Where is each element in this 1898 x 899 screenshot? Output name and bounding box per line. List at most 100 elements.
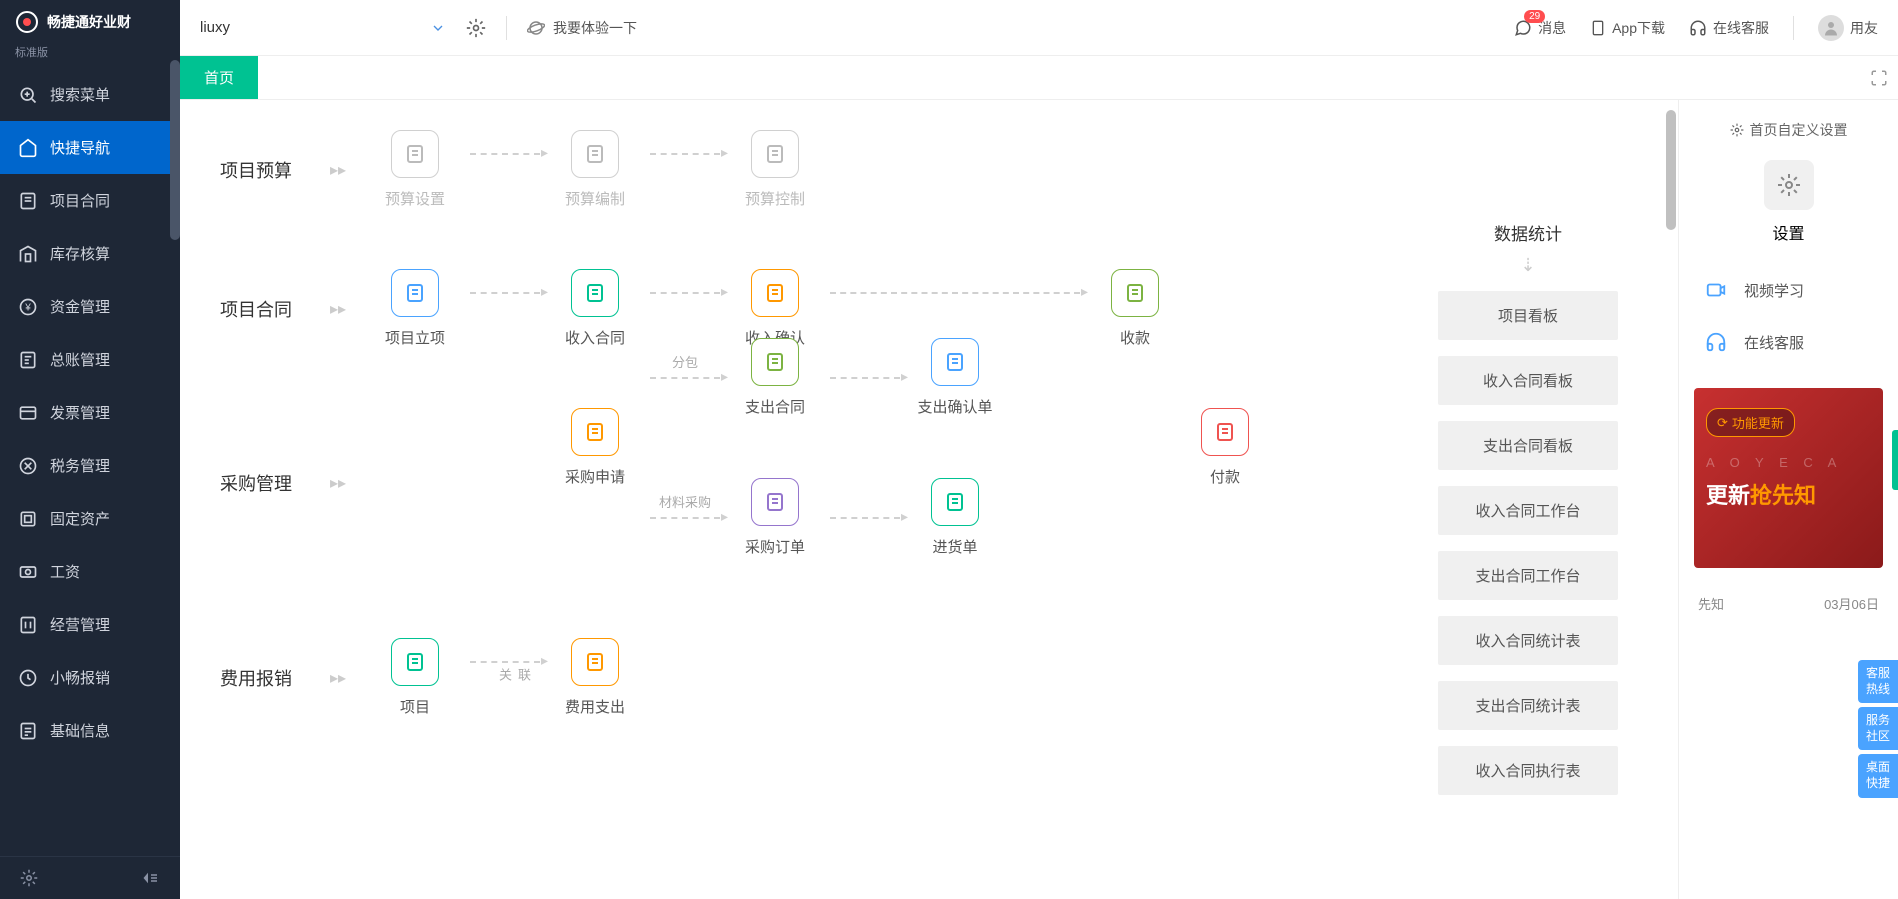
- flow-node[interactable]: 项目: [370, 638, 460, 717]
- gear-icon: [1730, 123, 1744, 137]
- sidebar-item-12[interactable]: 基础信息: [0, 704, 180, 757]
- sidebar-item-label: 工资: [50, 561, 80, 582]
- flow-node[interactable]: 预算控制: [730, 130, 820, 209]
- sidebar-item-label: 项目合同: [50, 190, 110, 211]
- doc-icon: [18, 191, 38, 211]
- settings-header: 首页自定义设置: [1694, 120, 1883, 140]
- tab-home[interactable]: 首页: [180, 56, 258, 99]
- flow-node[interactable]: 收款: [1090, 269, 1180, 348]
- sidebar-scrollbar[interactable]: [170, 60, 180, 240]
- asset-icon: [18, 509, 38, 529]
- arrow-icon: ▸▸: [330, 160, 350, 180]
- brand-header: 畅捷通好业财: [0, 0, 180, 44]
- stats-button[interactable]: 收入合同执行表: [1438, 746, 1618, 795]
- node-label: 项目立项: [385, 327, 445, 348]
- settings-title: 首页自定义设置: [1750, 120, 1848, 140]
- float-button[interactable]: 桌面快捷: [1858, 754, 1898, 797]
- sidebar-item-5[interactable]: 总账管理: [0, 333, 180, 386]
- flow-connector: 分包: [640, 354, 730, 402]
- stats-button[interactable]: 支出合同统计表: [1438, 681, 1618, 730]
- sidebar-item-label: 发票管理: [50, 402, 110, 423]
- settings-icon[interactable]: [466, 18, 486, 38]
- support-button[interactable]: 在线客服: [1689, 18, 1769, 38]
- node-label: 预算设置: [385, 188, 445, 209]
- stats-button[interactable]: 收入合同统计表: [1438, 616, 1618, 665]
- content-wrapper: 项目预算 ▸▸ 预算设置 预算编制 预算控制 项目合同 ▸▸ 项目立项 收入合同…: [180, 100, 1898, 899]
- sidebar-item-label: 税务管理: [50, 455, 110, 476]
- promo-button: ⟳ 功能更新: [1706, 408, 1795, 437]
- stats-button[interactable]: 支出合同看板: [1438, 421, 1618, 470]
- arrow-icon: ▸▸: [330, 668, 350, 688]
- settings-box[interactable]: 设置: [1694, 160, 1883, 244]
- sidebar-item-9[interactable]: 工资: [0, 545, 180, 598]
- sidebar-item-1[interactable]: 快捷导航: [0, 121, 180, 174]
- user-dropdown[interactable]: liuxy: [200, 19, 446, 36]
- stats-button[interactable]: 项目看板: [1438, 291, 1618, 340]
- sidebar-item-6[interactable]: 发票管理: [0, 386, 180, 439]
- sidebar-item-label: 经营管理: [50, 614, 110, 635]
- flow-node[interactable]: 预算设置: [370, 130, 460, 209]
- gear-icon[interactable]: [20, 869, 38, 887]
- collapse-icon[interactable]: [142, 869, 160, 887]
- divider: [506, 16, 507, 40]
- sidebar-item-4[interactable]: ¥资金管理: [0, 280, 180, 333]
- phone-icon: [1590, 19, 1606, 37]
- app-download-button[interactable]: App下载: [1590, 18, 1665, 38]
- right-action[interactable]: 在线客服: [1694, 316, 1883, 368]
- expand-icon[interactable]: [1870, 69, 1888, 87]
- flow-node[interactable]: 支出合同: [730, 338, 820, 417]
- right-action-label: 视频学习: [1744, 280, 1804, 301]
- tabbar: 首页: [180, 56, 1898, 100]
- flow-node[interactable]: 收入合同: [550, 269, 640, 348]
- flow-node[interactable]: 支出确认单: [910, 338, 1000, 417]
- flow-node[interactable]: 采购订单: [730, 478, 820, 557]
- topbar: liuxy 我要体验一下 29 消息: [180, 0, 1898, 56]
- node-icon: [1201, 408, 1249, 456]
- sidebar-footer: [0, 856, 180, 899]
- right-action[interactable]: 视频学习: [1694, 264, 1883, 316]
- user-profile[interactable]: 用友: [1818, 15, 1878, 41]
- try-section[interactable]: 我要体验一下: [527, 18, 637, 38]
- brand-edition: 标准版: [0, 44, 180, 68]
- sidebar-item-0[interactable]: 搜索菜单: [0, 68, 180, 121]
- tax-icon: [18, 456, 38, 476]
- node-label: 采购订单: [745, 536, 805, 557]
- sidebar-item-7[interactable]: 税务管理: [0, 439, 180, 492]
- flow-node[interactable]: 进货单: [910, 478, 1000, 557]
- stats-button[interactable]: 收入合同工作台: [1438, 486, 1618, 535]
- promo-banner[interactable]: ⟳ 功能更新 A O Y E C A 更新抢先知: [1694, 388, 1883, 568]
- refresh-icon: ⟳: [1717, 415, 1728, 431]
- brand-name: 畅捷通好业财: [47, 12, 131, 32]
- flow-connector: [820, 494, 910, 542]
- sidebar-item-2[interactable]: 项目合同: [0, 174, 180, 227]
- sidebar-item-3[interactable]: 库存核算: [0, 227, 180, 280]
- divider: [1793, 16, 1794, 40]
- promo-faded-text: A O Y E C A: [1706, 455, 1871, 470]
- flowchart-scrollbar[interactable]: [1666, 110, 1676, 230]
- node-icon: [751, 478, 799, 526]
- sidebar-item-10[interactable]: 经营管理: [0, 598, 180, 651]
- flow-node[interactable]: 采购申请: [550, 408, 640, 487]
- relation-label: 关联: [495, 668, 533, 686]
- svg-text:¥: ¥: [24, 302, 31, 313]
- stats-button[interactable]: 支出合同工作台: [1438, 551, 1618, 600]
- float-button[interactable]: 客服热线: [1858, 660, 1898, 703]
- support-label: 在线客服: [1713, 18, 1769, 38]
- node-icon: [571, 269, 619, 317]
- flow-node[interactable]: 费用支出: [550, 638, 640, 717]
- sidebar-item-8[interactable]: 固定资产: [0, 492, 180, 545]
- flow-node[interactable]: 付款: [1180, 408, 1270, 487]
- sidebar-item-11[interactable]: 小畅报销: [0, 651, 180, 704]
- app-download-label: App下载: [1612, 18, 1665, 38]
- flow-connector: [460, 130, 550, 178]
- float-green-bar[interactable]: [1892, 430, 1898, 490]
- float-button[interactable]: 服务社区: [1858, 707, 1898, 750]
- flow-connector: [820, 269, 1090, 317]
- flow-node[interactable]: 收入确认: [730, 269, 820, 348]
- messages-button[interactable]: 29 消息: [1514, 18, 1566, 38]
- sidebar-item-label: 库存核算: [50, 243, 110, 264]
- flow-node[interactable]: 预算编制: [550, 130, 640, 209]
- stats-button[interactable]: 收入合同看板: [1438, 356, 1618, 405]
- flow-node[interactable]: 项目立项: [370, 269, 460, 348]
- headset-icon: [1689, 19, 1707, 37]
